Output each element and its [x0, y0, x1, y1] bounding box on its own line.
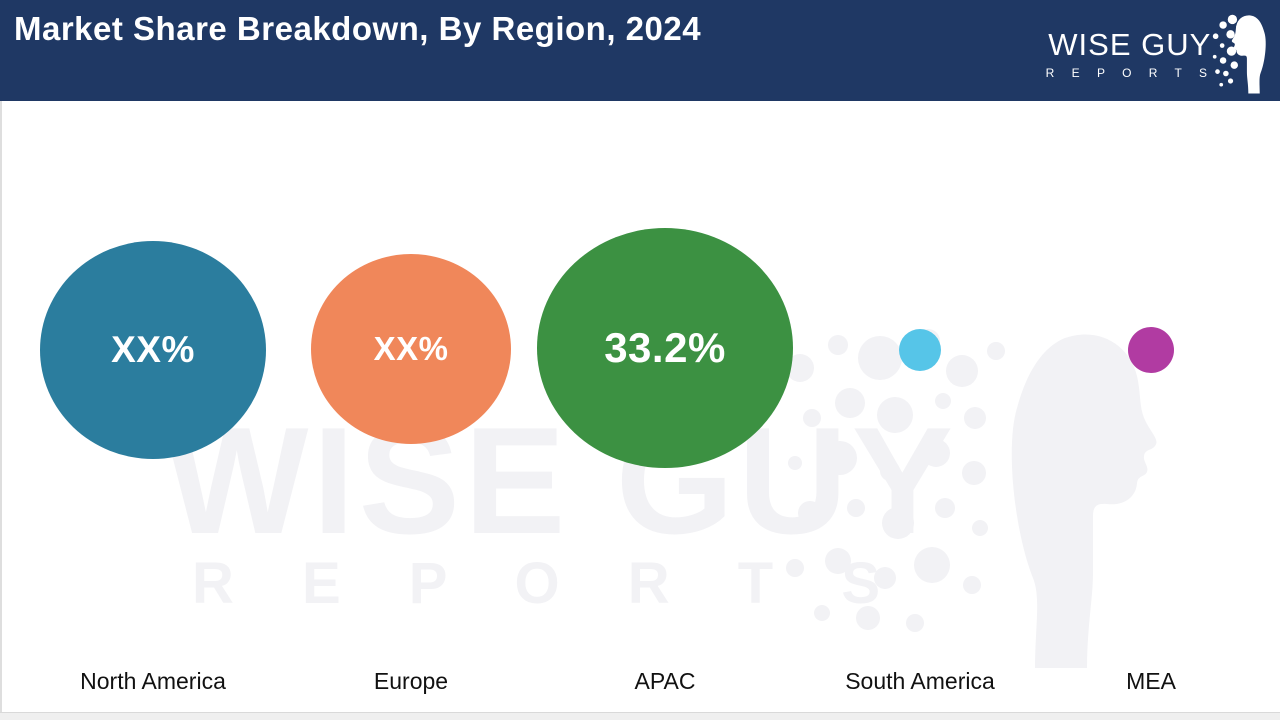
- bubble-chart: WISE GUY R E P O R T S: [0, 101, 1280, 713]
- bubble-europe: XX%: [311, 254, 511, 444]
- bubble-apac: 33.2%: [537, 228, 793, 468]
- wiseguy-logo-text: WISE GUY R E P O R T S: [1046, 27, 1214, 80]
- page-title: Market Share Breakdown, By Region, 2024: [14, 10, 702, 47]
- category-label-north-america: North America: [80, 668, 226, 694]
- category-label-apac: APAC: [634, 668, 696, 694]
- category-label-south-america: South America: [845, 668, 995, 694]
- bubble-value-label: 33.2%: [604, 324, 726, 371]
- watermark-head-icon: [786, 329, 1157, 668]
- logo-wordmark: WISE GUY: [1048, 26, 1212, 62]
- wiseguy-head-icon: [1212, 14, 1266, 94]
- bubble-mea: [1128, 327, 1174, 373]
- logo-subtitle: R E P O R T S: [1045, 65, 1214, 80]
- bubble-north-america: XX%: [40, 241, 266, 459]
- bubble-value-label: XX%: [111, 329, 195, 370]
- bottom-strip: [0, 712, 1280, 720]
- watermark-wordmark: WISE GUY: [165, 396, 957, 566]
- left-edge-line: [0, 101, 2, 713]
- bubble-value-label: XX%: [373, 330, 449, 367]
- bubble-south-america: [899, 329, 941, 371]
- header-bar: Market Share Breakdown, By Region, 2024 …: [0, 0, 1280, 101]
- category-label-mea: MEA: [1126, 668, 1176, 694]
- watermark-subtitle: R E P O R T S: [192, 551, 906, 616]
- category-label-europe: Europe: [373, 668, 449, 694]
- wiseguy-logo: WISE GUY R E P O R T S: [1046, 12, 1270, 94]
